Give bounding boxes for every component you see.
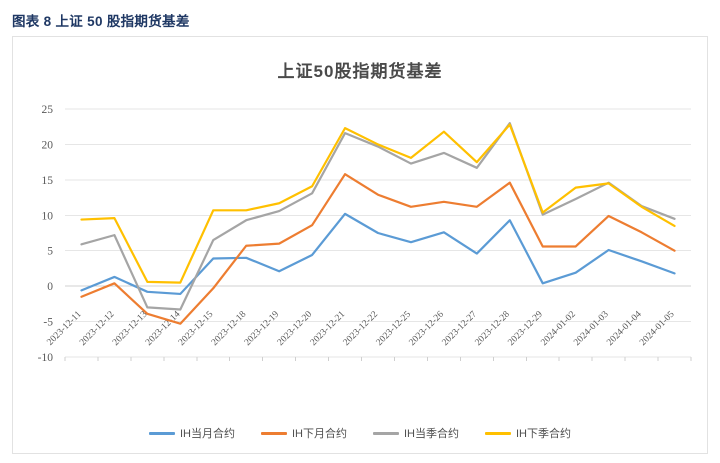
- gridlines-group: [65, 108, 691, 358]
- x-axis-tick-label: 2023-12-25: [375, 309, 414, 348]
- y-axis-tick-label: 25: [42, 104, 54, 116]
- series-line-IH下月合约: [80, 173, 676, 325]
- y-axis-tick-label: 10: [42, 210, 54, 222]
- x-axis-tick-label: 2023-12-20: [276, 309, 315, 348]
- x-axis-tick-marks: [64, 357, 692, 361]
- series-line-IH下季合约: [80, 123, 676, 284]
- legend-label: IH下月合约: [292, 428, 347, 440]
- x-axis-tick-label: 2024-01-05: [638, 309, 677, 348]
- data-series-group: [80, 122, 676, 325]
- legend-label: IH当季合约: [404, 428, 459, 440]
- chart-title: 上证50股指期货基差: [277, 62, 443, 81]
- x-axis-tick-label: 2023-12-29: [506, 309, 545, 348]
- legend-item[interactable]: IH下季合约: [485, 425, 571, 441]
- legend-color-swatch-icon: [149, 431, 175, 435]
- x-axis-tick-label: 2023-12-15: [177, 309, 216, 348]
- y-axis-tick-labels: -10 -5 0 5 10 15 20 25: [38, 104, 54, 364]
- y-axis-tick-label: 5: [47, 246, 53, 258]
- x-axis-tick-label: 2023-12-18: [210, 309, 249, 348]
- x-axis-tick-label: 2023-12-27: [441, 309, 480, 348]
- legend-color-swatch-icon: [485, 431, 511, 435]
- legend-label: IH下季合约: [516, 428, 571, 440]
- chart-card: 上证50股指期货基差 -10 -5 0 5 10 15 20 25 2023-12-11 202…: [12, 36, 708, 454]
- legend-item[interactable]: IH下月合约: [261, 425, 347, 441]
- x-axis-tick-label: 2024-01-03: [572, 309, 611, 348]
- series-line-IH当月合约: [80, 212, 676, 296]
- x-axis-tick-label: 2023-12-22: [342, 309, 381, 348]
- x-axis-tick-label: 2023-12-21: [309, 309, 348, 348]
- series-line-IH当季合约: [80, 122, 676, 311]
- chart-legend: IH当月合约 IH下月合约 IH当季合约 IH下季合约: [13, 425, 707, 441]
- figure-caption: 图表 8 上证 50 股指期货基差: [12, 14, 190, 29]
- y-axis-tick-label: -10: [38, 352, 54, 364]
- legend-color-swatch-icon: [261, 431, 287, 435]
- x-axis-tick-label: 2023-12-12: [78, 309, 117, 348]
- line-chart-plot: -10 -5 0 5 10 15 20 25 2023-12-112023-12-122023…: [38, 104, 692, 364]
- x-axis-tick-label: 2023-12-13: [111, 309, 150, 348]
- x-axis-tick-label: 2023-12-28: [473, 309, 512, 348]
- y-axis-tick-label: 0: [47, 281, 53, 293]
- x-axis-tick-labels: 2023-12-112023-12-122023-12-132023-12-14…: [45, 309, 676, 348]
- y-axis-tick-label: 15: [42, 175, 54, 187]
- x-axis-tick-label: 2024-01-02: [539, 309, 578, 348]
- x-axis-tick-label: 2024-01-04: [605, 309, 644, 348]
- y-axis-tick-label: -5: [43, 317, 53, 329]
- legend-color-swatch-icon: [373, 431, 399, 435]
- x-axis-tick-label: 2023-12-19: [243, 309, 282, 348]
- x-axis-tick-label: 2023-12-26: [408, 309, 447, 348]
- legend-label: IH当月合约: [180, 428, 235, 440]
- y-axis-tick-label: 20: [42, 139, 54, 151]
- legend-item[interactable]: IH当月合约: [149, 425, 235, 441]
- legend-item[interactable]: IH当季合约: [373, 425, 459, 441]
